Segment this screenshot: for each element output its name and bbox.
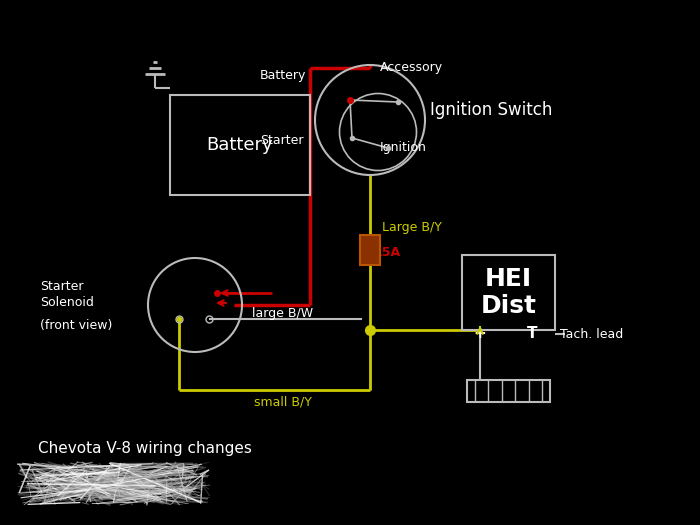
Text: Large B/Y: Large B/Y	[382, 220, 442, 234]
Text: Chevota V-8 wiring changes: Chevota V-8 wiring changes	[38, 440, 252, 456]
Bar	[170, 95, 310, 195]
Bar	[467, 380, 550, 402]
Text: Dist: Dist	[480, 294, 536, 318]
Text: small B/Y: small B/Y	[254, 395, 312, 408]
Text: Starter: Starter	[260, 133, 304, 146]
Text: Ignition Switch: Ignition Switch	[430, 101, 552, 119]
Text: Battery: Battery	[260, 68, 307, 81]
Bar	[360, 235, 380, 265]
Text: Accessory: Accessory	[380, 61, 443, 75]
Text: Solenoid: Solenoid	[40, 297, 94, 310]
Text: Battery: Battery	[206, 136, 273, 154]
Text: Starter: Starter	[40, 280, 83, 293]
Text: HEI: HEI	[485, 267, 532, 291]
Text: 15A: 15A	[374, 246, 401, 258]
Text: +: +	[474, 327, 486, 341]
Bar	[462, 255, 555, 330]
Text: (front view): (front view)	[40, 319, 113, 331]
Text: large B/W: large B/W	[252, 307, 313, 320]
Text: T: T	[526, 327, 538, 341]
Text: Ignition: Ignition	[380, 142, 427, 154]
Text: Tach. lead: Tach. lead	[560, 328, 623, 341]
